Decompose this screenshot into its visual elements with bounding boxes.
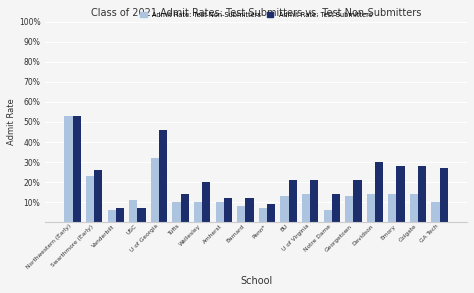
Bar <box>137 208 146 222</box>
Bar <box>302 194 310 222</box>
Bar <box>181 194 189 222</box>
Bar <box>418 166 426 222</box>
Bar <box>129 200 137 222</box>
Bar <box>375 162 383 222</box>
Bar <box>323 210 332 222</box>
Bar <box>64 116 73 222</box>
Bar <box>267 204 275 222</box>
Bar <box>159 130 167 222</box>
Bar <box>108 210 116 222</box>
Bar <box>353 180 362 222</box>
Title: Class of 2021 Admit Rates: Test Submitters vs. Test Non-Submitters: Class of 2021 Admit Rates: Test Submitte… <box>91 8 421 18</box>
Bar <box>440 168 448 222</box>
Bar <box>202 182 210 222</box>
Bar <box>194 202 202 222</box>
Bar <box>367 194 375 222</box>
Bar <box>388 194 396 222</box>
X-axis label: School: School <box>240 276 272 286</box>
Bar <box>332 194 340 222</box>
Y-axis label: Admit Rate: Admit Rate <box>7 98 16 145</box>
Bar <box>345 196 353 222</box>
Bar <box>151 158 159 222</box>
Bar <box>224 198 232 222</box>
Bar <box>410 194 418 222</box>
Bar <box>246 198 254 222</box>
Bar <box>73 116 81 222</box>
Bar <box>94 170 102 222</box>
Bar <box>280 196 289 222</box>
Bar <box>396 166 405 222</box>
Bar <box>289 180 297 222</box>
Bar <box>237 206 246 222</box>
Bar <box>431 202 440 222</box>
Bar <box>86 176 94 222</box>
Bar <box>259 208 267 222</box>
Bar <box>216 202 224 222</box>
Legend: Admit Rate: Test Non-Submitters, Admit Rate: Test Submitters: Admit Rate: Test Non-Submitters, Admit R… <box>137 9 374 20</box>
Bar <box>310 180 319 222</box>
Bar <box>116 208 124 222</box>
Bar <box>173 202 181 222</box>
